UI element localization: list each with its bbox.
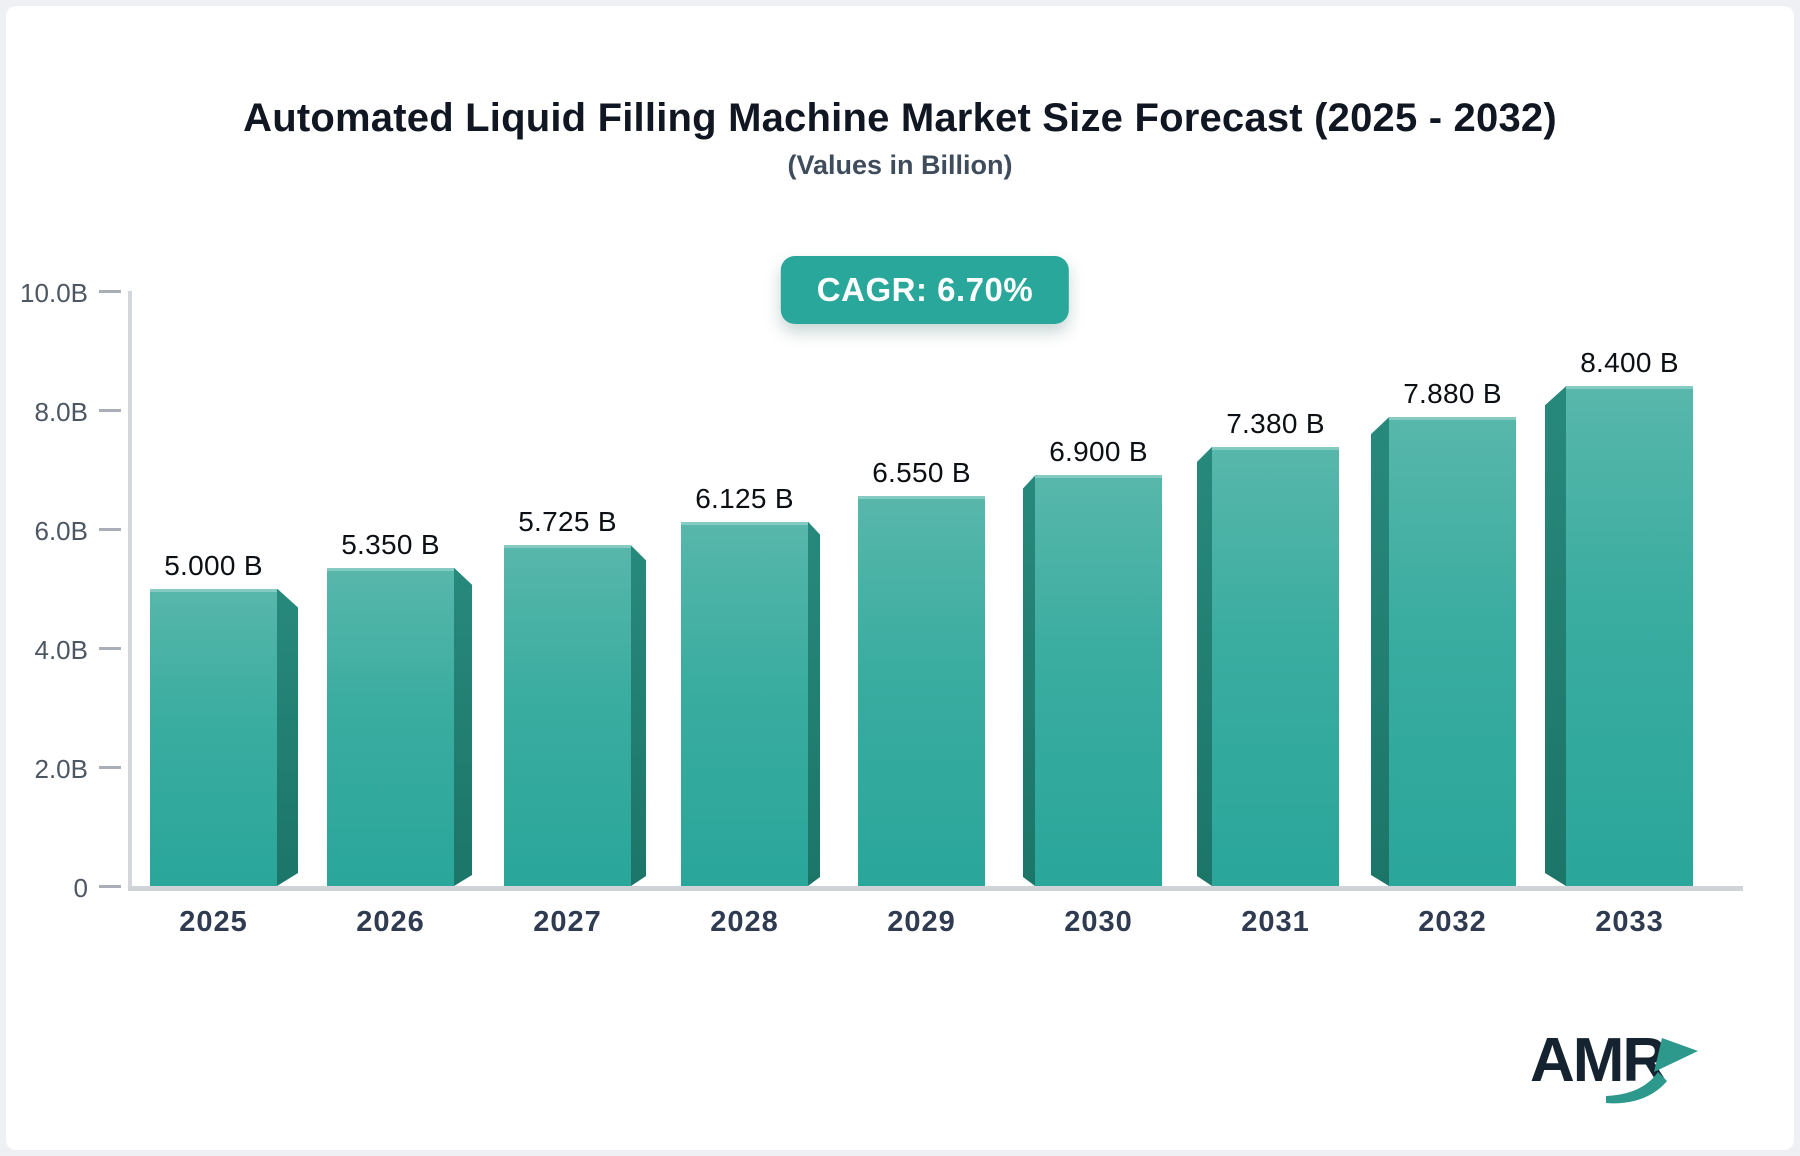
bar-top-highlight (681, 521, 808, 525)
growth-arrow-icon (1606, 1038, 1698, 1104)
chart-subtitle: (Values in Billion) (787, 150, 1013, 180)
bar-value-label-2031: 7.380 B (1226, 407, 1325, 439)
y-tick-label-4.0B: 4.0B (34, 635, 89, 665)
x-axis-label-2028: 2028 (710, 906, 779, 938)
x-axis-label-2030: 2030 (1064, 906, 1133, 938)
bar-top-highlight (150, 588, 277, 592)
bar-2031[interactable] (1212, 446, 1339, 886)
y-tick-label-0: 0 (73, 873, 88, 903)
x-axis-line (128, 886, 1743, 891)
bar-2030[interactable] (1035, 475, 1162, 886)
y-tick-mark (99, 528, 121, 531)
bar-value-label-2028: 6.125 B (695, 482, 794, 514)
y-tick-label-8.0B: 8.0B (34, 397, 89, 427)
bar-2030-side-face (1023, 475, 1035, 886)
y-axis-line (128, 291, 132, 886)
bar-value-label-2029: 6.550 B (872, 457, 971, 489)
y-tick-mark (99, 766, 121, 769)
bar-value-label-2025: 5.000 B (164, 549, 263, 581)
x-axis-label-2033: 2033 (1595, 906, 1664, 938)
x-axis-label-2031: 2031 (1241, 906, 1310, 938)
y-tick-label-2.0B: 2.0B (34, 754, 89, 784)
amr-logo-text: AMR (1530, 1026, 1667, 1095)
bar-value-label-2033: 8.400 B (1580, 347, 1679, 379)
bar-2026-side-face (454, 568, 472, 886)
amr-logo: AMR (1530, 1030, 1710, 1110)
bar-2028[interactable] (681, 521, 808, 886)
bar-2025-side-face (277, 589, 298, 887)
y-tick-mark (99, 409, 121, 412)
bar-value-label-2032: 7.880 B (1403, 378, 1502, 410)
bar-2027[interactable] (504, 545, 631, 886)
x-axis-label-2027: 2027 (533, 906, 602, 938)
bar-2025[interactable] (150, 588, 277, 886)
x-axis-label-2029: 2029 (887, 906, 956, 938)
bar-value-label-2030: 6.900 B (1049, 436, 1148, 468)
bar-2027-side-face (631, 545, 646, 886)
y-tick-mark (99, 885, 121, 888)
bar-top-highlight (327, 567, 454, 571)
y-tick-mark (99, 290, 121, 293)
bar-top-highlight (1212, 446, 1339, 450)
cagr-badge: CAGR: 6.70% (780, 256, 1070, 324)
bar-top-highlight (1389, 417, 1516, 421)
x-axis-label-2025: 2025 (179, 906, 248, 938)
chart-title: Automated Liquid Filling Machine Market … (243, 96, 1557, 140)
bar-top-highlight (504, 545, 631, 549)
x-axis-label-2032: 2032 (1418, 906, 1487, 938)
bar-2026[interactable] (327, 567, 454, 886)
x-axis-label-2026: 2026 (356, 906, 425, 938)
bar-2033[interactable] (1566, 386, 1693, 886)
bar-2033-side-face (1545, 386, 1566, 886)
y-tick-label-6.0B: 6.0B (34, 516, 89, 546)
bar-2029[interactable] (858, 496, 985, 886)
bar-2031-side-face (1197, 447, 1212, 886)
bar-value-label-2026: 5.350 B (341, 528, 440, 560)
bar-2032[interactable] (1389, 417, 1516, 886)
bar-2032-side-face (1371, 417, 1389, 886)
bar-top-highlight (1035, 475, 1162, 479)
y-tick-mark (99, 647, 121, 650)
bar-top-highlight (1566, 386, 1693, 390)
bar-top-highlight (858, 496, 985, 500)
y-tick-label-10.0B: 10.0B (20, 278, 88, 308)
bar-2028-side-face (808, 522, 820, 886)
bar-value-label-2027: 5.725 B (518, 506, 617, 538)
